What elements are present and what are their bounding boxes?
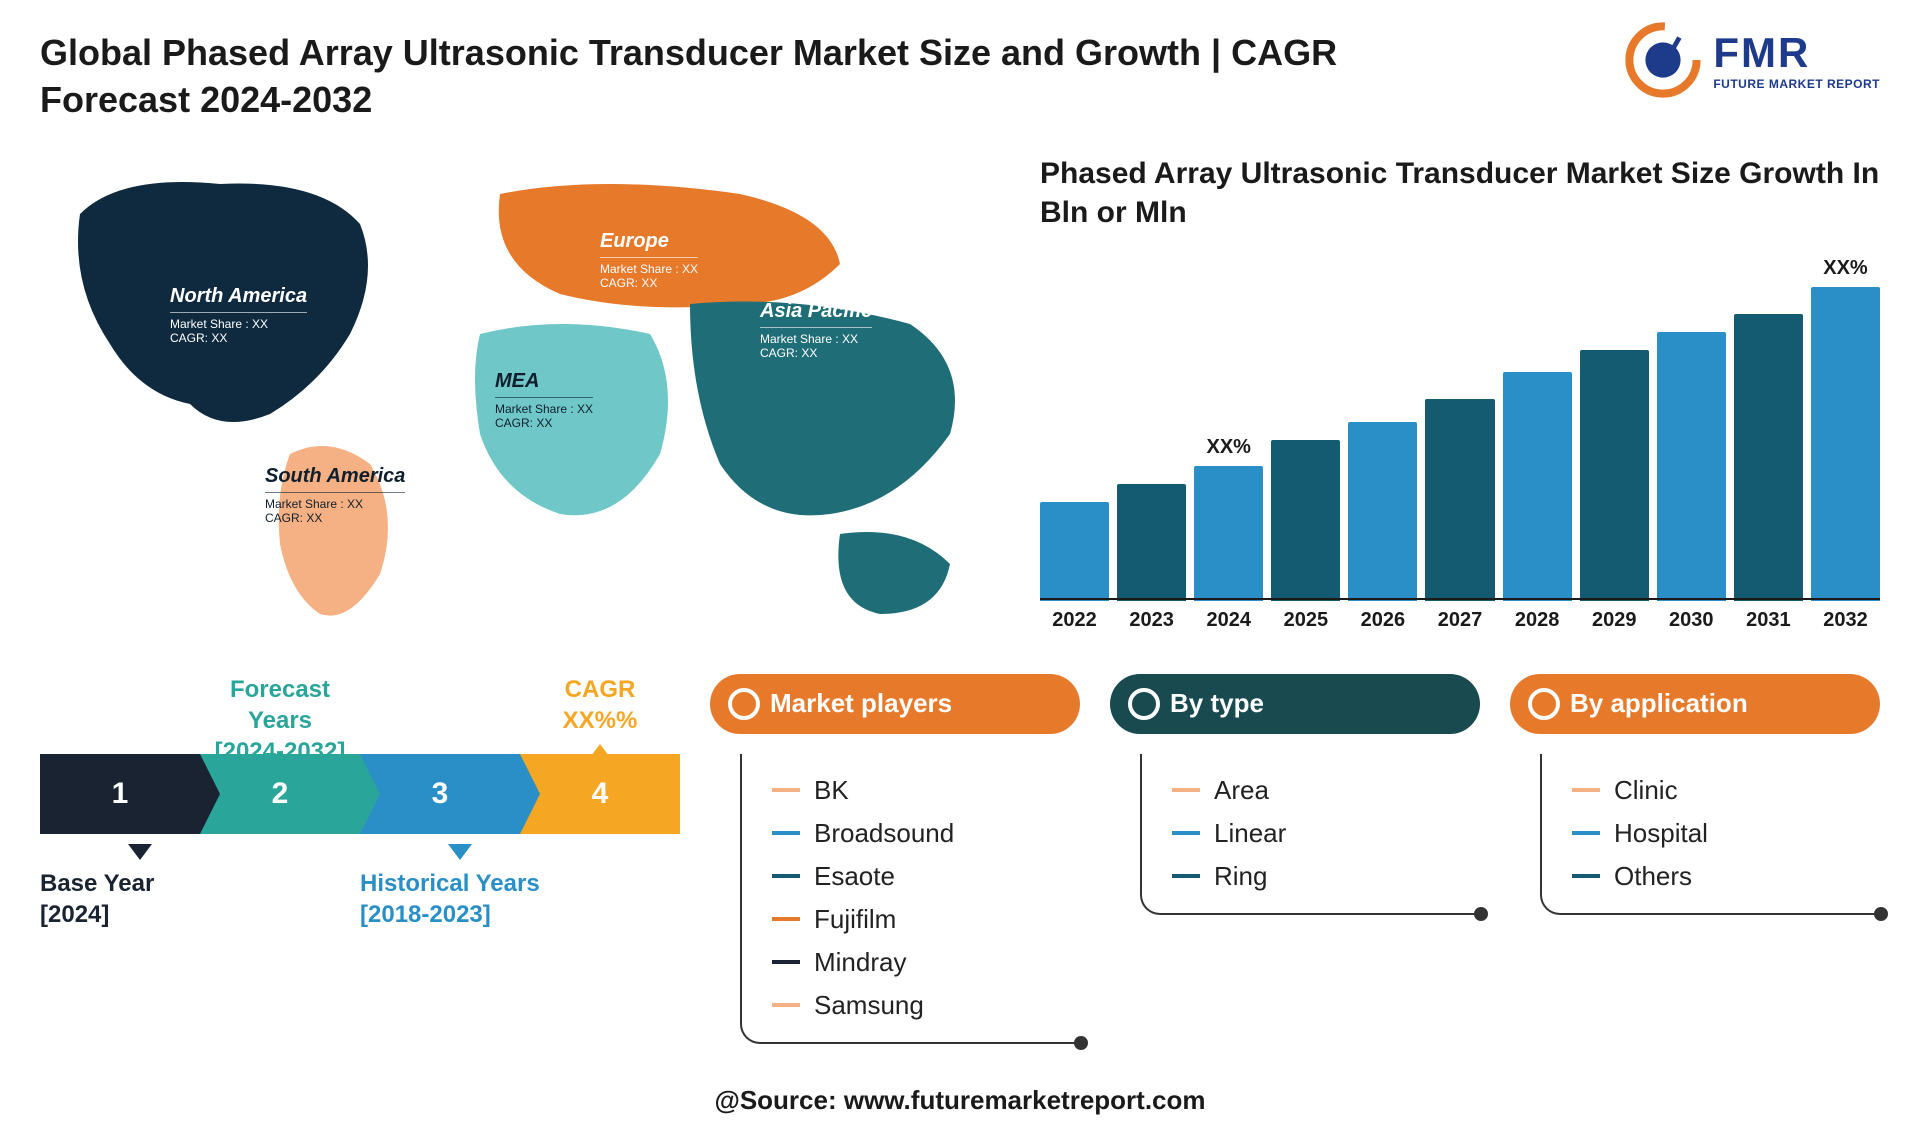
- region-label-europe: EuropeMarket Share : XXCAGR: XX: [600, 229, 698, 291]
- list-item: Others: [1572, 855, 1880, 898]
- timeline-seg-1: 1: [40, 754, 200, 834]
- tick-icon: [772, 917, 800, 921]
- list-item: Broadsound: [772, 812, 1080, 855]
- list-item-label: Hospital: [1614, 818, 1708, 849]
- list-item-label: Linear: [1214, 818, 1286, 849]
- list-item: BK: [772, 769, 1080, 812]
- timeline-bot-label: Historical Years[2018-2023]: [360, 844, 560, 930]
- list-item-label: BK: [814, 775, 849, 806]
- list-item-label: Clinic: [1614, 775, 1678, 806]
- list-item: Clinic: [1572, 769, 1880, 812]
- logo-text-main: FMR: [1713, 29, 1880, 77]
- tick-icon: [772, 874, 800, 878]
- growth-bar-chart: Phased Array Ultrasonic Transducer Marke…: [1040, 154, 1880, 634]
- bar-2029: 2029: [1580, 350, 1649, 632]
- pill-col-by-type: By type Area Linear Ring: [1110, 674, 1480, 1044]
- chart-title: Phased Array Ultrasonic Transducer Marke…: [1040, 154, 1880, 232]
- page-title: Global Phased Array Ultrasonic Transduce…: [40, 30, 1390, 124]
- region-label-south-america: South AmericaMarket Share : XXCAGR: XX: [265, 464, 405, 526]
- tick-icon: [1572, 874, 1600, 878]
- bar-year-label: 2024: [1206, 609, 1251, 632]
- bar-2024: XX%2024: [1194, 466, 1263, 631]
- source-footer: @Source: www.futuremarketreport.com: [714, 1085, 1205, 1116]
- list-item-label: Others: [1614, 861, 1692, 892]
- world-map: North AmericaMarket Share : XXCAGR: XX So…: [40, 154, 1000, 634]
- bar-2026: 2026: [1348, 422, 1417, 632]
- logo-icon: [1623, 20, 1703, 100]
- bar-annotation: XX%: [1207, 436, 1251, 459]
- list-item: Linear: [1172, 812, 1480, 855]
- bar-year-label: 2023: [1129, 609, 1174, 632]
- pill-header: By type: [1110, 674, 1480, 734]
- list-item: Samsung: [772, 984, 1080, 1027]
- bar-year-label: 2030: [1669, 609, 1714, 632]
- bar-2028: 2028: [1503, 372, 1572, 631]
- bar-2032: XX%2032: [1811, 287, 1880, 631]
- tick-icon: [772, 1003, 800, 1007]
- region-label-asia-pacific: Asia PacificMarket Share : XXCAGR: XX: [760, 299, 872, 361]
- list-item-label: Esaote: [814, 861, 895, 892]
- bar-year-label: 2029: [1592, 609, 1637, 632]
- tick-icon: [1172, 831, 1200, 835]
- tick-icon: [1572, 788, 1600, 792]
- list-item: Hospital: [1572, 812, 1880, 855]
- bar-year-label: 2031: [1746, 609, 1791, 632]
- pill-col-market-players: Market players BK Broadsound Esaote Fujifilm…: [710, 674, 1080, 1044]
- timeline-bot-label: Base Year[2024]: [40, 844, 240, 930]
- logo-text-sub: FUTURE MARKET REPORT: [1713, 77, 1880, 91]
- tick-icon: [772, 788, 800, 792]
- bar-2025: 2025: [1271, 440, 1340, 632]
- tick-icon: [772, 831, 800, 835]
- tick-icon: [1572, 831, 1600, 835]
- list-item: Mindray: [772, 941, 1080, 984]
- pill-col-by-application: By application Clinic Hospital Others: [1510, 674, 1880, 1044]
- bar-year-label: 2032: [1823, 609, 1868, 632]
- timeline-seg-3: 3: [360, 754, 520, 834]
- tick-icon: [1172, 874, 1200, 878]
- list-item-label: Broadsound: [814, 818, 954, 849]
- bar-year-label: 2025: [1284, 609, 1329, 632]
- pill-header: Market players: [710, 674, 1080, 734]
- timeline-seg-4: 4: [520, 754, 680, 834]
- timeline-seg-2: 2: [200, 754, 360, 834]
- bar-2030: 2030: [1657, 332, 1726, 631]
- list-item-label: Ring: [1214, 861, 1267, 892]
- timeline: Forecast Years[2024-2032]CAGRXX%% 1234 B…: [40, 674, 680, 914]
- list-item-label: Samsung: [814, 990, 924, 1021]
- list-item: Area: [1172, 769, 1480, 812]
- tick-icon: [1172, 788, 1200, 792]
- list-item-label: Area: [1214, 775, 1269, 806]
- fmr-logo: FMR FUTURE MARKET REPORT: [1623, 20, 1880, 100]
- list-item: Ring: [1172, 855, 1480, 898]
- bar-2022: 2022: [1040, 502, 1109, 631]
- list-item: Esaote: [772, 855, 1080, 898]
- region-label-north-america: North AmericaMarket Share : XXCAGR: XX: [170, 284, 307, 346]
- bar-2031: 2031: [1734, 314, 1803, 631]
- bar-year-label: 2026: [1361, 609, 1406, 632]
- bar-year-label: 2027: [1438, 609, 1483, 632]
- list-item-label: Fujifilm: [814, 904, 896, 935]
- region-label-mea: MEAMarket Share : XXCAGR: XX: [495, 369, 593, 431]
- list-item-label: Mindray: [814, 947, 906, 978]
- tick-icon: [772, 960, 800, 964]
- bar-year-label: 2022: [1052, 609, 1097, 632]
- bar-2023: 2023: [1117, 484, 1186, 631]
- bar-year-label: 2028: [1515, 609, 1560, 632]
- pill-header: By application: [1510, 674, 1880, 734]
- list-item: Fujifilm: [772, 898, 1080, 941]
- timeline-top-label: CAGRXX%%: [520, 674, 680, 760]
- bar-annotation: XX%: [1823, 257, 1867, 280]
